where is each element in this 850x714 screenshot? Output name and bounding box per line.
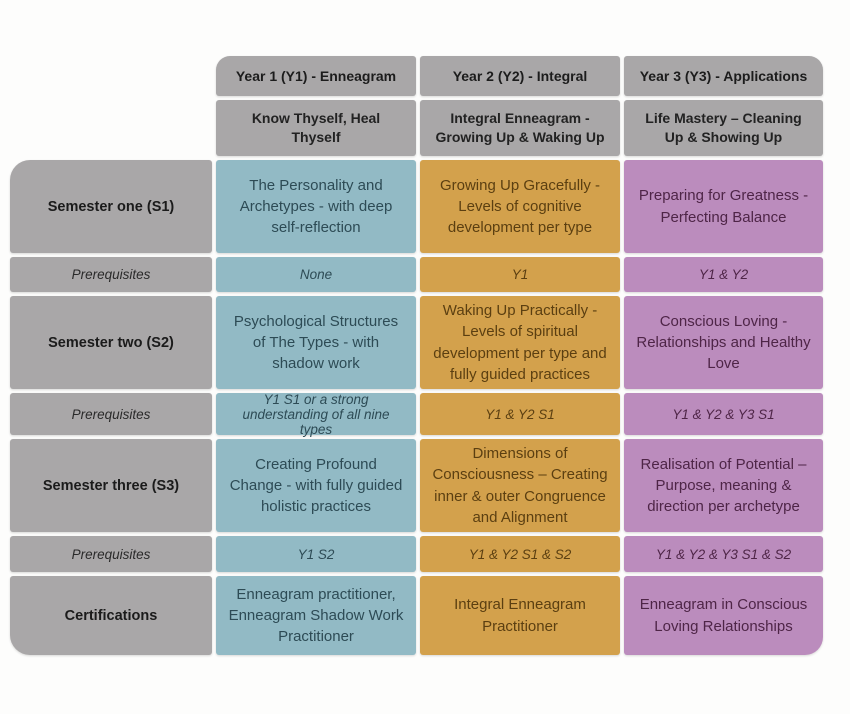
curriculum-table: Year 1 (Y1) - Enneagram Year 2 (Y2) - In… <box>10 56 823 655</box>
row-label-prerequisites-s1: Prerequisites <box>10 257 212 292</box>
y2-certification: Integral Enneagram Practitioner <box>420 576 620 655</box>
y1-s2-prereq: Y1 S1 or a strong understanding of all n… <box>216 392 416 437</box>
y1-s2-course: Psychological Structures of The Types - … <box>216 296 416 389</box>
year2-subtitle: Integral Enneagram - Growing Up & Waking… <box>420 100 620 156</box>
row-label-prerequisites-s2: Prerequisites <box>10 393 212 435</box>
y3-certification: Enneagram in Conscious Loving Relationsh… <box>624 576 823 655</box>
year1-subtitle: Know Thyself, Heal Thyself <box>216 100 416 156</box>
y2-s1-course: Growing Up Gracefully - Levels of cognit… <box>420 160 620 253</box>
year3-header: Year 3 (Y3) - Applications <box>624 56 823 96</box>
y1-s3-prereq: Y1 S2 <box>216 536 416 572</box>
year2-header: Year 2 (Y2) - Integral <box>420 56 620 96</box>
row-label-semester-three: Semester three (S3) <box>10 439 212 532</box>
y3-s2-course: Conscious Loving - Relationships and Hea… <box>624 296 823 389</box>
y3-s3-course: Realisation of Potential – Purpose, mean… <box>624 439 823 532</box>
row-label-certifications: Certifications <box>10 576 212 655</box>
spacer-top-left <box>10 56 212 96</box>
y2-s2-prereq: Y1 & Y2 S1 <box>420 393 620 435</box>
y3-s1-course: Preparing for Greatness - Perfecting Bal… <box>624 160 823 253</box>
y1-s1-course: The Personality and Archetypes - with de… <box>216 160 416 253</box>
y2-s1-prereq: Y1 <box>420 257 620 292</box>
y3-s3-prereq: Y1 & Y2 & Y3 S1 & S2 <box>624 536 823 572</box>
row-label-semester-two: Semester two (S2) <box>10 296 212 389</box>
y1-s3-course: Creating Profound Change - with fully gu… <box>216 439 416 532</box>
y2-s3-prereq: Y1 & Y2 S1 & S2 <box>420 536 620 572</box>
row-label-semester-one: Semester one (S1) <box>10 160 212 253</box>
y2-s3-course: Dimensions of Consciousness – Creating i… <box>420 439 620 532</box>
y2-s2-course: Waking Up Practically - Levels of spirit… <box>420 296 620 389</box>
y1-s1-prereq: None <box>216 257 416 292</box>
row-label-prerequisites-s3: Prerequisites <box>10 536 212 572</box>
year3-subtitle: Life Mastery – Cleaning Up & Showing Up <box>624 100 823 156</box>
y1-certification: Enneagram practitioner, Enneagram Shadow… <box>216 576 416 655</box>
spacer-subtitle-left <box>10 100 212 156</box>
y3-s2-prereq: Y1 & Y2 & Y3 S1 <box>624 393 823 435</box>
year1-header: Year 1 (Y1) - Enneagram <box>216 56 416 96</box>
y3-s1-prereq: Y1 & Y2 <box>624 257 823 292</box>
